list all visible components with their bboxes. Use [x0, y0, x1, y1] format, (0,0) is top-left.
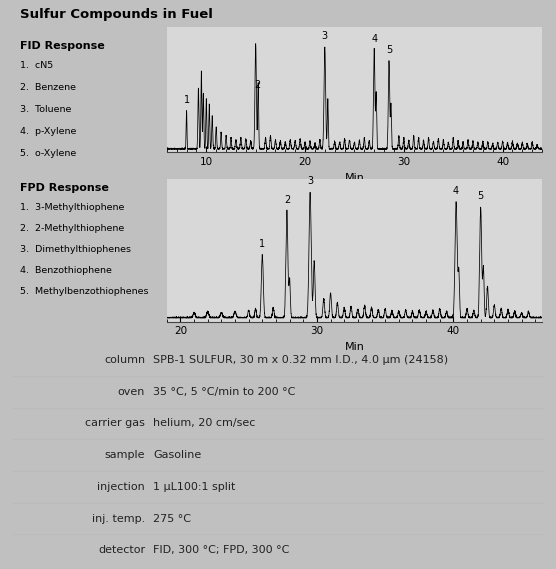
Text: 2.  Benzene: 2. Benzene — [20, 83, 76, 92]
Text: 3.  Toluene: 3. Toluene — [20, 105, 72, 114]
Text: 4.  p-Xylene: 4. p-Xylene — [20, 127, 77, 136]
Text: 2: 2 — [284, 195, 290, 205]
Text: 5: 5 — [386, 45, 392, 55]
Text: FID, 300 °C; FPD, 300 °C: FID, 300 °C; FPD, 300 °C — [153, 545, 290, 555]
Text: helium, 20 cm/sec: helium, 20 cm/sec — [153, 418, 256, 428]
Text: FPD Response: FPD Response — [20, 183, 109, 193]
Text: 1.  cN5: 1. cN5 — [20, 61, 53, 70]
Text: 3: 3 — [307, 176, 313, 185]
Text: 4: 4 — [453, 186, 459, 196]
Text: 4.  Benzothiophene: 4. Benzothiophene — [20, 266, 112, 275]
Text: 4: 4 — [371, 34, 378, 44]
X-axis label: Min: Min — [345, 342, 364, 352]
Text: sample: sample — [105, 450, 145, 460]
Text: SPB-1 SULFUR, 30 m x 0.32 mm I.D., 4.0 μm (24158): SPB-1 SULFUR, 30 m x 0.32 mm I.D., 4.0 μ… — [153, 355, 448, 365]
Text: 1: 1 — [183, 94, 190, 105]
Text: Gasoline: Gasoline — [153, 450, 201, 460]
Text: 1 μL100:1 split: 1 μL100:1 split — [153, 482, 236, 492]
Text: FID Response: FID Response — [20, 40, 105, 51]
Text: 2.  2-Methylthiophene: 2. 2-Methylthiophene — [20, 224, 125, 233]
Text: injection: injection — [97, 482, 145, 492]
Text: inj. temp.: inj. temp. — [92, 514, 145, 523]
Text: Sulfur Compounds in Fuel: Sulfur Compounds in Fuel — [20, 9, 213, 22]
Text: 35 °C, 5 °C/min to 200 °C: 35 °C, 5 °C/min to 200 °C — [153, 387, 296, 397]
Text: 1: 1 — [259, 238, 265, 249]
Text: 5.  o-Xylene: 5. o-Xylene — [20, 149, 77, 158]
Text: 3: 3 — [322, 31, 328, 42]
Text: 5: 5 — [478, 191, 484, 201]
Text: 5.  Methylbenzothiophenes: 5. Methylbenzothiophenes — [20, 287, 149, 296]
Text: 275 °C: 275 °C — [153, 514, 191, 523]
Text: carrier gas: carrier gas — [85, 418, 145, 428]
Text: 1.  3-Methylthiophene: 1. 3-Methylthiophene — [20, 203, 125, 212]
Text: oven: oven — [118, 387, 145, 397]
X-axis label: Min: Min — [345, 173, 364, 183]
Text: column: column — [104, 355, 145, 365]
Text: 2: 2 — [255, 80, 261, 90]
Text: detector: detector — [98, 545, 145, 555]
Text: 3.  Dimethylthiophenes: 3. Dimethylthiophenes — [20, 245, 131, 254]
